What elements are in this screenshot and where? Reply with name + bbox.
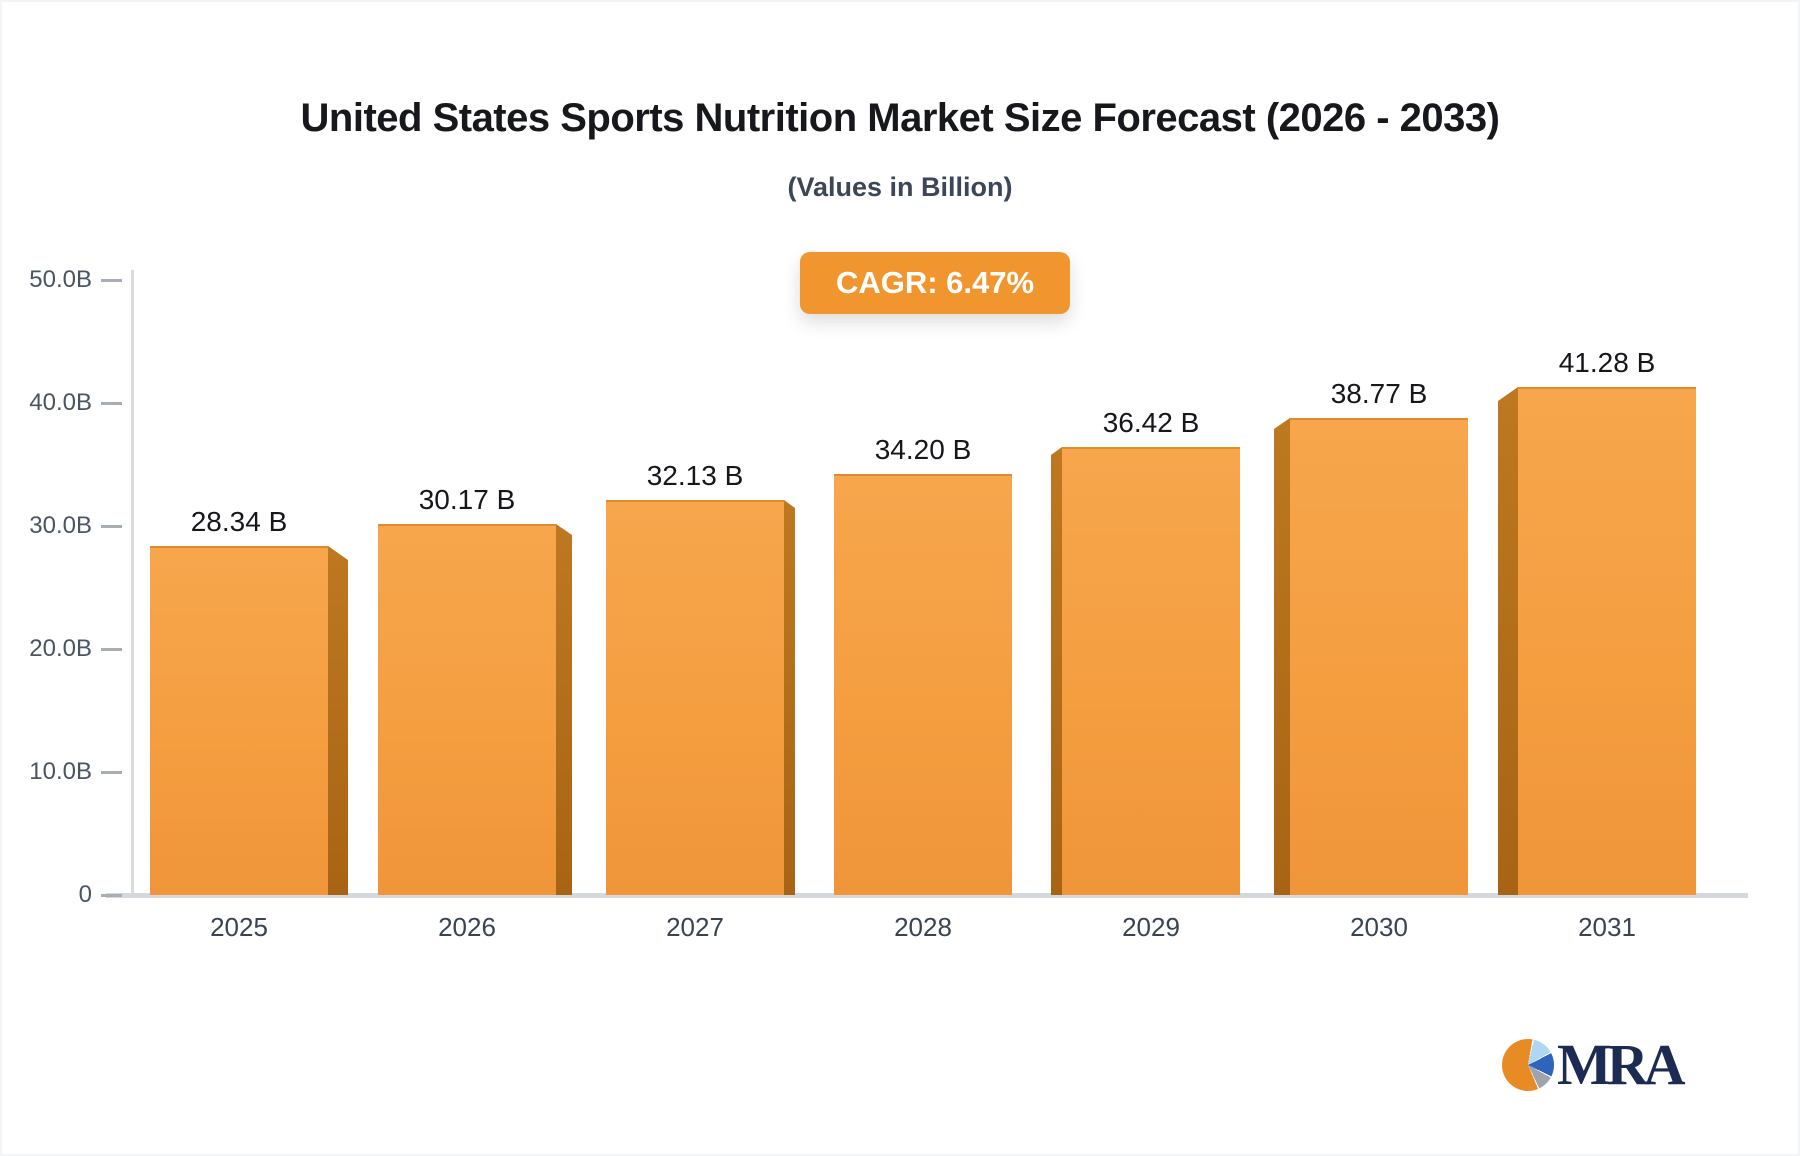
y-tick-label: 30.0B <box>29 512 92 539</box>
y-tick-mark <box>101 648 122 651</box>
bar-value-label: 32.13 B <box>646 460 744 491</box>
bar-2029[interactable] <box>1062 447 1240 895</box>
mra-logo: MRA <box>1502 1032 1685 1097</box>
y-tick-label: 0 <box>78 881 92 908</box>
x-axis-label-2027: 2027 <box>666 912 724 942</box>
chart-subtitle: (Values in Billion) <box>787 172 1013 202</box>
bar-2030[interactable] <box>1290 418 1468 895</box>
bar-2026[interactable] <box>378 524 556 895</box>
x-axis-label-2031: 2031 <box>1578 912 1636 942</box>
bar-value-label: 28.34 B <box>190 506 288 537</box>
x-axis-label-2028: 2028 <box>894 912 952 942</box>
bar-2027[interactable] <box>606 500 784 895</box>
x-axis-label-2029: 2029 <box>1122 912 1180 942</box>
bar-side-2031 <box>1498 387 1518 895</box>
bar-side-2025 <box>328 546 348 895</box>
y-tick-label: 10.0B <box>29 758 92 785</box>
bar-value-label: 38.77 B <box>1330 378 1428 409</box>
bar-2028[interactable] <box>834 474 1012 895</box>
y-tick-mark <box>101 771 122 774</box>
x-axis-label-2030: 2030 <box>1350 912 1408 942</box>
y-tick-mark <box>101 402 122 405</box>
bar-value-label: 36.42 B <box>1102 407 1200 438</box>
y-tick-label: 20.0B <box>29 635 92 662</box>
chart-title: United States Sports Nutrition Market Si… <box>300 96 1500 140</box>
bar-value-label: 34.20 B <box>874 434 972 465</box>
y-axis-line <box>131 270 134 898</box>
y-tick-label: 50.0B <box>29 266 92 293</box>
y-tick-mark <box>101 894 122 897</box>
bar-side-2030 <box>1274 418 1290 895</box>
x-axis-label-2025: 2025 <box>210 912 268 942</box>
bar-2025[interactable] <box>150 546 328 895</box>
bar-side-2029 <box>1051 447 1062 895</box>
bar-value-label: 30.17 B <box>418 484 516 515</box>
y-tick-mark <box>101 525 122 528</box>
bar-2031[interactable] <box>1518 387 1696 895</box>
pie-chart-icon <box>1502 1039 1554 1091</box>
bar-side-2026 <box>556 524 572 895</box>
x-axis-label-2026: 2026 <box>438 912 496 942</box>
bar-side-2027 <box>784 500 795 895</box>
y-tick-mark <box>101 279 122 282</box>
cagr-badge: CAGR: 6.47% <box>799 252 1071 314</box>
logo-text: MRA <box>1557 1032 1685 1097</box>
bar-value-label: 41.28 B <box>1558 347 1656 378</box>
y-tick-label: 40.0B <box>29 389 92 416</box>
x-axis-line <box>106 893 1748 898</box>
